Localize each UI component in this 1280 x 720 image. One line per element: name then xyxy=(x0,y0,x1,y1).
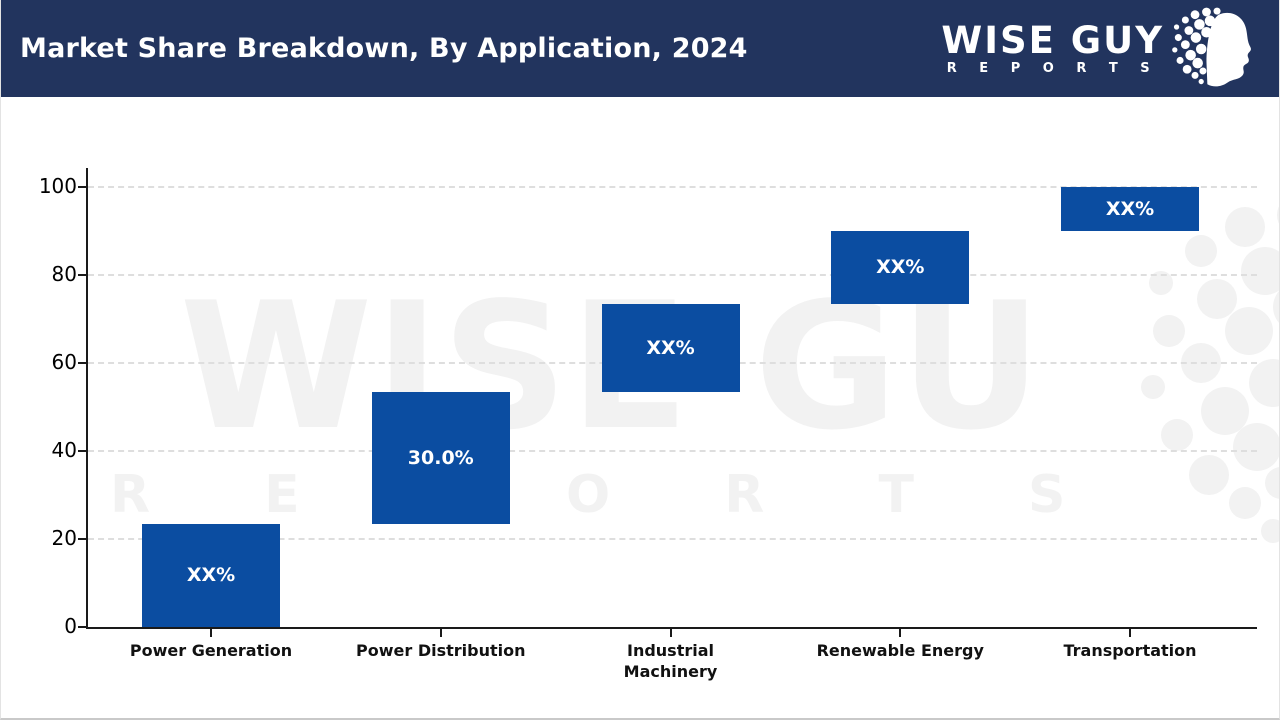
brand-name: WISE GUY xyxy=(941,18,1164,62)
brand-logo-text: WISE GUY R E P O R T S xyxy=(941,22,1164,76)
bar-value-label: XX% xyxy=(186,564,236,587)
brand-logo: WISE GUY R E P O R T S xyxy=(941,7,1254,91)
bar-renewable-energy: XX% xyxy=(831,231,970,304)
gridline xyxy=(88,538,1257,540)
bar-industrial-machinery: XX% xyxy=(601,303,740,392)
x-tick-mark xyxy=(1129,629,1131,637)
y-tick-label: 20 xyxy=(51,526,77,550)
x-category-label-industrial-machinery: Industrial Machinery xyxy=(623,641,718,681)
y-tick-label: 100 xyxy=(38,174,77,198)
x-tick-mark xyxy=(210,629,212,637)
bar-value-label: XX% xyxy=(1105,198,1155,220)
x-tick-mark xyxy=(439,629,442,637)
gridline xyxy=(88,274,1257,276)
page-title: Market Share Breakdown, By Application, … xyxy=(20,33,748,64)
y-axis-line xyxy=(86,168,88,629)
x-category-label-power-generation: Power Generation xyxy=(129,641,293,660)
y-tick-label: 40 xyxy=(51,438,77,462)
y-tick-mark xyxy=(78,538,86,540)
bar-transportation: XX% xyxy=(1061,187,1199,231)
y-tick-label: 60 xyxy=(51,350,77,374)
y-tick-mark xyxy=(78,450,86,452)
header-bar: Market Share Breakdown, By Application, … xyxy=(0,0,1280,97)
bar-power-generation: XX% xyxy=(142,523,280,627)
y-tick-mark xyxy=(78,186,86,188)
y-tick-label: 80 xyxy=(51,262,77,286)
x-tick-mark xyxy=(899,629,902,637)
y-tick-mark xyxy=(78,626,86,628)
gridline xyxy=(88,450,1257,452)
x-axis-line xyxy=(86,627,1257,629)
x-category-label-renewable-energy: Renewable Energy xyxy=(816,641,984,660)
x-tick-mark xyxy=(669,629,672,637)
bar-value-label: XX% xyxy=(876,256,925,279)
y-tick-label: 0 xyxy=(64,614,77,638)
bar-value-label: 30.0% xyxy=(407,446,474,469)
gridline xyxy=(88,186,1257,188)
dotted-head-icon xyxy=(1166,7,1254,91)
bar-value-label: XX% xyxy=(646,336,695,359)
bar-power-distribution: 30.0% xyxy=(371,391,510,524)
x-category-label-power-distribution: Power Distribution xyxy=(356,641,526,660)
x-category-label-transportation: Transportation xyxy=(1063,641,1197,660)
brand-subtitle: R E P O R T S xyxy=(946,60,1159,76)
y-tick-mark xyxy=(78,362,86,364)
y-tick-mark xyxy=(78,274,86,276)
